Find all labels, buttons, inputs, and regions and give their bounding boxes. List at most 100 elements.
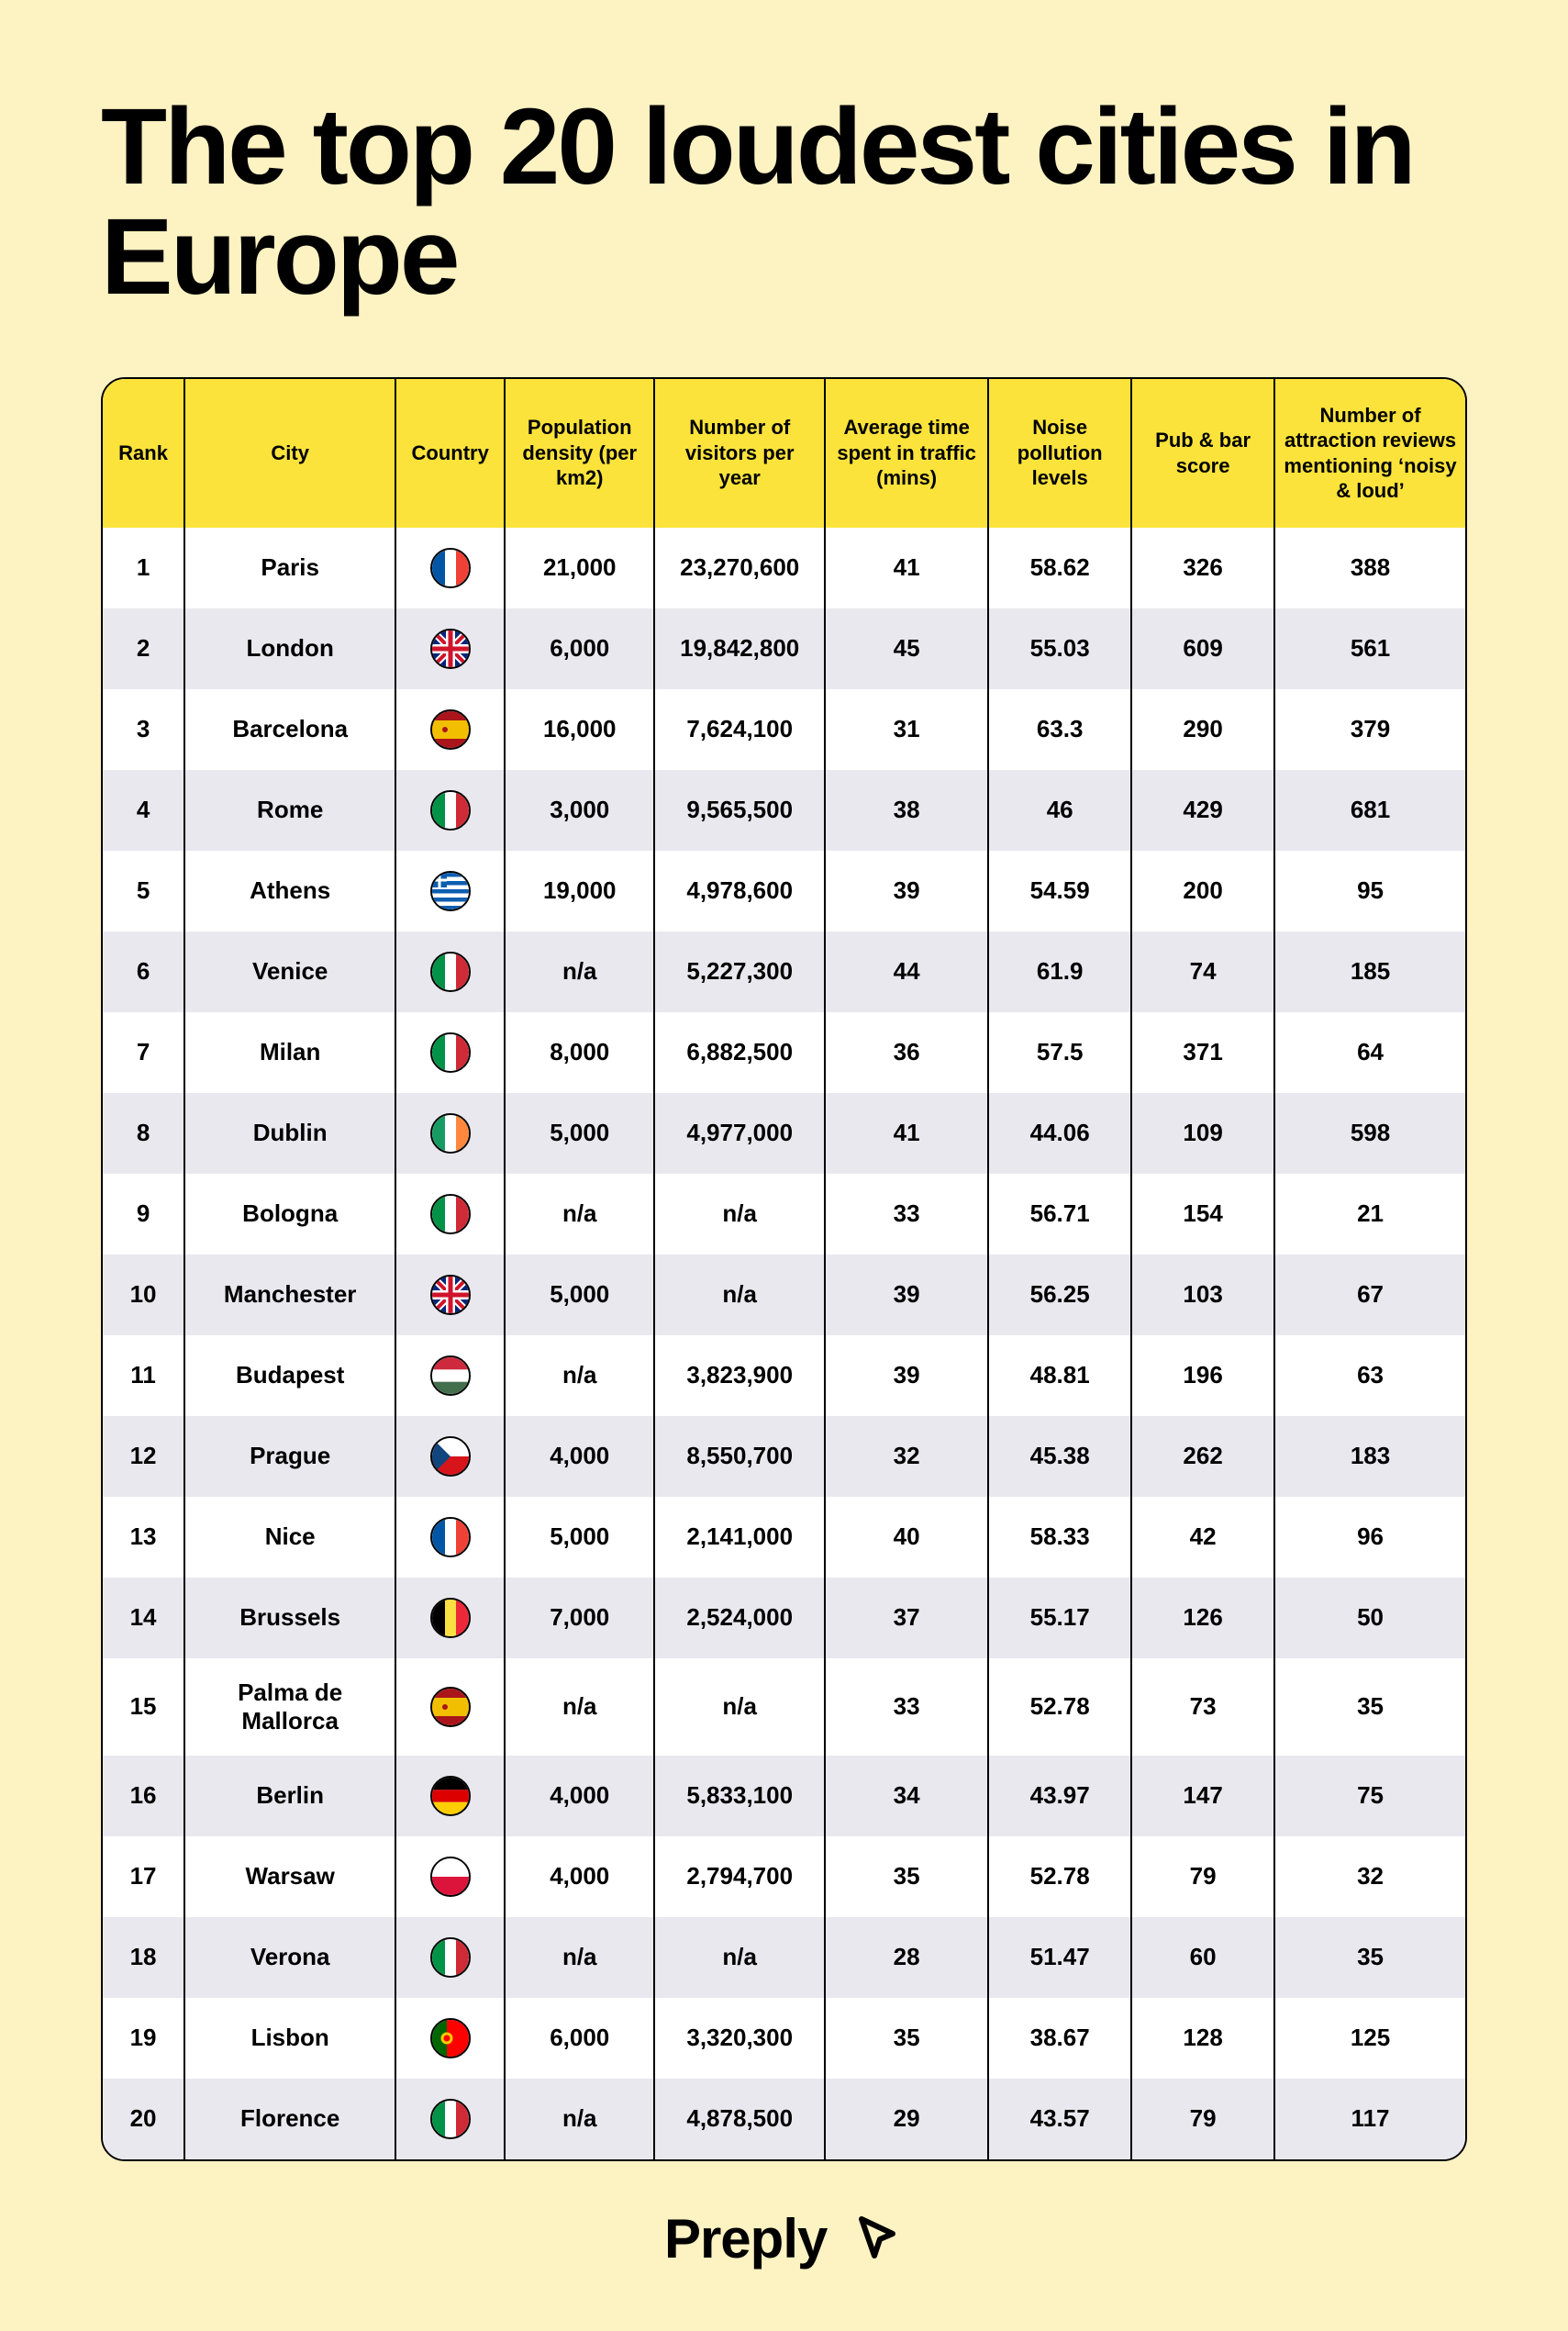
- cell-noise: 51.47: [988, 1917, 1131, 1998]
- cell-pubs: 73: [1131, 1658, 1274, 1756]
- cell-country: [395, 1497, 505, 1578]
- cell-pop: 6,000: [505, 608, 654, 689]
- flag-icon: [430, 790, 471, 831]
- cell-visitors: 4,977,000: [654, 1093, 825, 1174]
- cell-rank: 17: [103, 1836, 184, 1917]
- cell-rank: 6: [103, 931, 184, 1012]
- cell-pubs: 326: [1131, 528, 1274, 608]
- cell-pop: 21,000: [505, 528, 654, 608]
- table-header-row: Rank City Country Population density (pe…: [103, 379, 1465, 528]
- cell-reviews: 185: [1274, 931, 1465, 1012]
- cell-country: [395, 931, 505, 1012]
- cell-visitors: 2,524,000: [654, 1578, 825, 1658]
- cell-pop: 19,000: [505, 851, 654, 931]
- table-row: 2London6,00019,842,8004555.03609561: [103, 608, 1465, 689]
- cell-rank: 13: [103, 1497, 184, 1578]
- cell-noise: 46: [988, 770, 1131, 851]
- table-row: 6Venicen/a5,227,3004461.974185: [103, 931, 1465, 1012]
- table-row: 11Budapestn/a3,823,9003948.8119663: [103, 1335, 1465, 1416]
- cell-noise: 57.5: [988, 1012, 1131, 1093]
- cell-city: Warsaw: [184, 1836, 395, 1917]
- page-title: The top 20 loudest cities in Europe: [101, 92, 1467, 313]
- cell-visitors: 4,878,500: [654, 2079, 825, 2159]
- cell-pubs: 79: [1131, 1836, 1274, 1917]
- cell-pop: n/a: [505, 1174, 654, 1255]
- cell-pubs: 200: [1131, 851, 1274, 931]
- table-row: 15Palma de Mallorcan/an/a3352.787335: [103, 1658, 1465, 1756]
- cell-reviews: 681: [1274, 770, 1465, 851]
- cell-traffic: 32: [825, 1416, 988, 1497]
- cell-reviews: 125: [1274, 1998, 1465, 2079]
- cell-city: Palma de Mallorca: [184, 1658, 395, 1756]
- flag-icon: [430, 1032, 471, 1073]
- cell-noise: 43.97: [988, 1756, 1131, 1836]
- col-reviews: Number of attraction reviews mentioning …: [1274, 379, 1465, 528]
- brand-name: Preply: [664, 2208, 827, 2270]
- cell-rank: 16: [103, 1756, 184, 1836]
- flag-icon: [430, 952, 471, 992]
- cell-reviews: 21: [1274, 1174, 1465, 1255]
- cell-city: Paris: [184, 528, 395, 608]
- flag-icon: [430, 629, 471, 669]
- flag-icon: [430, 2018, 471, 2058]
- cell-visitors: 3,320,300: [654, 1998, 825, 2079]
- cell-pop: 4,000: [505, 1416, 654, 1497]
- cell-city: Bologna: [184, 1174, 395, 1255]
- cell-rank: 20: [103, 2079, 184, 2159]
- cell-reviews: 379: [1274, 689, 1465, 770]
- table-body: 1Paris21,00023,270,6004158.623263882Lond…: [103, 528, 1465, 2159]
- cell-country: [395, 1658, 505, 1756]
- cell-noise: 58.62: [988, 528, 1131, 608]
- cell-visitors: n/a: [654, 1917, 825, 1998]
- cell-visitors: 5,227,300: [654, 931, 825, 1012]
- cell-rank: 14: [103, 1578, 184, 1658]
- cell-pop: 6,000: [505, 1998, 654, 2079]
- flag-icon: [430, 1355, 471, 1396]
- cell-pubs: 42: [1131, 1497, 1274, 1578]
- cell-traffic: 44: [825, 931, 988, 1012]
- flag-icon: [430, 1598, 471, 1638]
- cell-country: [395, 608, 505, 689]
- table-row: 7Milan8,0006,882,5003657.537164: [103, 1012, 1465, 1093]
- cell-visitors: 5,833,100: [654, 1756, 825, 1836]
- flag-icon: [430, 1687, 471, 1727]
- cell-pubs: 74: [1131, 931, 1274, 1012]
- cell-visitors: n/a: [654, 1658, 825, 1756]
- cell-pubs: 103: [1131, 1255, 1274, 1335]
- cell-country: [395, 770, 505, 851]
- cell-country: [395, 1416, 505, 1497]
- table-row: 10Manchester5,000n/a3956.2510367: [103, 1255, 1465, 1335]
- cell-visitors: 3,823,900: [654, 1335, 825, 1416]
- col-pop: Population density (per km2): [505, 379, 654, 528]
- flag-icon: [430, 548, 471, 588]
- table-row: 3Barcelona16,0007,624,1003163.3290379: [103, 689, 1465, 770]
- cell-noise: 55.03: [988, 608, 1131, 689]
- cell-reviews: 35: [1274, 1917, 1465, 1998]
- col-city: City: [184, 379, 395, 528]
- cell-visitors: 9,565,500: [654, 770, 825, 851]
- cell-reviews: 95: [1274, 851, 1465, 931]
- cell-pop: 5,000: [505, 1497, 654, 1578]
- cell-pubs: 147: [1131, 1756, 1274, 1836]
- table-row: 9Bolognan/an/a3356.7115421: [103, 1174, 1465, 1255]
- col-noise: Noise pollution levels: [988, 379, 1131, 528]
- cell-country: [395, 1012, 505, 1093]
- cell-rank: 15: [103, 1658, 184, 1756]
- ranking-table: Rank City Country Population density (pe…: [103, 379, 1465, 2159]
- cell-pubs: 109: [1131, 1093, 1274, 1174]
- cell-traffic: 41: [825, 1093, 988, 1174]
- cell-traffic: 36: [825, 1012, 988, 1093]
- cell-pubs: 429: [1131, 770, 1274, 851]
- cell-city: Athens: [184, 851, 395, 931]
- table-row: 13Nice5,0002,141,0004058.334296: [103, 1497, 1465, 1578]
- cell-traffic: 28: [825, 1917, 988, 1998]
- cell-noise: 56.25: [988, 1255, 1131, 1335]
- cell-noise: 58.33: [988, 1497, 1131, 1578]
- cell-pubs: 154: [1131, 1174, 1274, 1255]
- table-row: 12Prague4,0008,550,7003245.38262183: [103, 1416, 1465, 1497]
- cell-rank: 11: [103, 1335, 184, 1416]
- cell-city: Budapest: [184, 1335, 395, 1416]
- cell-city: Lisbon: [184, 1998, 395, 2079]
- cell-city: Barcelona: [184, 689, 395, 770]
- cell-traffic: 33: [825, 1658, 988, 1756]
